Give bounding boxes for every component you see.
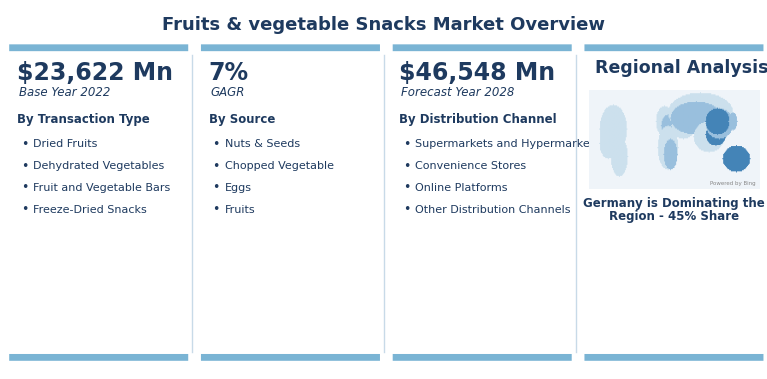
Text: Forecast Year 2028: Forecast Year 2028 [401,86,514,99]
Text: GAGR: GAGR [211,86,245,99]
Text: •: • [403,182,410,194]
FancyBboxPatch shape [201,354,380,361]
Text: $23,622 Mn: $23,622 Mn [17,61,173,85]
Text: By Source: By Source [209,113,275,126]
Text: •: • [212,182,220,194]
Text: Freeze-Dried Snacks: Freeze-Dried Snacks [33,205,146,215]
Text: •: • [21,204,28,216]
Text: •: • [403,160,410,172]
Text: Base Year 2022: Base Year 2022 [19,86,110,99]
Text: By Transaction Type: By Transaction Type [17,113,150,126]
FancyBboxPatch shape [584,354,763,361]
Text: Other Distribution Channels: Other Distribution Channels [415,205,571,215]
Text: By Distribution Channel: By Distribution Channel [399,113,557,126]
Text: Regional Analysis: Regional Analysis [595,59,767,77]
Text: •: • [212,138,220,150]
Text: Eggs: Eggs [225,183,252,193]
Text: Dehydrated Vegetables: Dehydrated Vegetables [33,161,164,171]
Text: Fruits: Fruits [225,205,255,215]
Text: Supermarkets and Hypermarkets: Supermarkets and Hypermarkets [415,139,600,149]
Text: Convenience Stores: Convenience Stores [415,161,526,171]
Text: Online Platforms: Online Platforms [415,183,507,193]
Text: •: • [403,138,410,150]
Text: •: • [21,182,28,194]
FancyBboxPatch shape [584,44,763,51]
Text: •: • [212,204,220,216]
Text: •: • [21,160,28,172]
Text: Dried Fruits: Dried Fruits [33,139,97,149]
Text: Fruits & vegetable Snacks Market Overview: Fruits & vegetable Snacks Market Overvie… [162,16,605,34]
Text: Powered by Bing: Powered by Bing [710,180,756,185]
Text: Chopped Vegetable: Chopped Vegetable [225,161,334,171]
Text: •: • [403,204,410,216]
Text: $46,548 Mn: $46,548 Mn [399,61,555,85]
Text: Fruit and Vegetable Bars: Fruit and Vegetable Bars [33,183,170,193]
FancyBboxPatch shape [393,354,571,361]
FancyBboxPatch shape [201,44,380,51]
Text: •: • [212,160,220,172]
Text: Nuts & Seeds: Nuts & Seeds [225,139,300,149]
Text: Germany is Dominating the: Germany is Dominating the [583,197,765,210]
FancyBboxPatch shape [9,44,188,51]
Text: •: • [21,138,28,150]
FancyBboxPatch shape [9,354,188,361]
Text: Region - 45% Share: Region - 45% Share [609,210,739,222]
FancyBboxPatch shape [393,44,571,51]
Text: 7%: 7% [209,61,249,85]
